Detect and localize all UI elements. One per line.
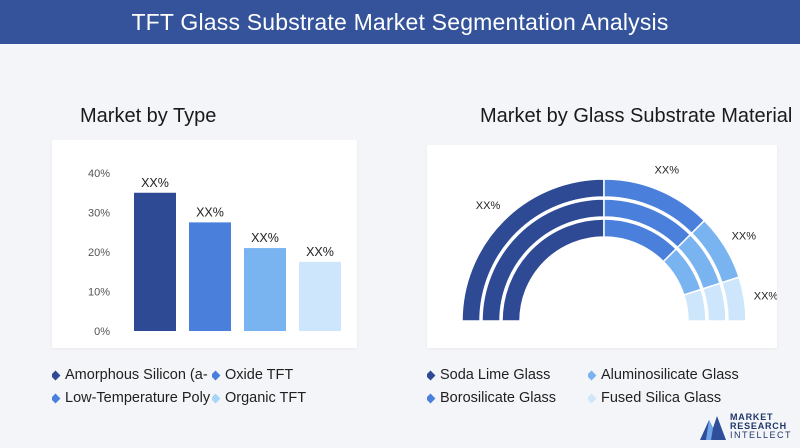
legend-item-type-1: Amorphous Silicon (a- [52,367,214,383]
bar-data-label: XX% [141,176,169,190]
legend-item-type-3: Low-Temperature Poly [52,390,214,406]
y-tick-label: 30% [88,208,110,220]
legend-label: Aluminosilicate Glass [601,367,739,383]
legend-label: Organic TFT [225,390,307,406]
bar [189,222,231,331]
legend-item-material-2: Aluminosilicate Glass [588,367,739,383]
legend-label: Amorphous Silicon (a- [65,367,208,383]
legend-item-type-2: Oxide TFT [212,367,293,383]
legend-swatch-icon [427,393,436,403]
legend-swatch-icon [52,370,61,380]
page-title-bar: TFT Glass Substrate Market Segmentation … [0,0,800,44]
legend-swatch-icon [588,393,597,403]
bar-data-label: XX% [306,245,334,259]
legend-swatch-icon [427,370,436,380]
y-tick-label: 40% [88,168,110,180]
donut-slice [720,276,747,322]
legend-label: Soda Lime Glass [440,367,551,383]
legend-label: Oxide TFT [225,367,294,383]
donut-data-label: XX% [476,200,501,212]
legend-swatch-icon [52,393,61,403]
donut-slice [682,288,707,322]
donut-chart-panel: XX% XX% XX% XX% [427,145,778,348]
right-section-title: Market by Glass Substrate Material [480,105,793,127]
bar [299,261,341,331]
donut-data-label: XX% [655,164,680,176]
half-donut-chart: XX% XX% XX% XX% [461,164,778,322]
legend-item-material-3: Borosilicate Glass [427,390,556,406]
legend-swatch-icon [588,370,597,380]
donut-data-label: XX% [732,230,757,242]
legend-swatch-icon [212,370,221,380]
y-tick-label: 20% [88,247,110,259]
y-tick-label: 0% [94,326,110,338]
left-section-title: Market by Type [80,105,217,127]
donut-data-label: XX% [754,290,777,302]
mountain-logo-icon [700,416,726,440]
bar-chart-panel: 0% 10% 20% 30% 40% XX% XX% XX% XX% [52,140,357,348]
donut-slice [701,282,727,322]
bar [244,248,286,331]
legend-label: Borosilicate Glass [440,390,557,406]
legend-label: Low-Temperature Poly [65,390,211,406]
legend-item-material-4: Fused Silica Glass [588,390,721,406]
bar [134,192,176,331]
legend-item-type-4: Organic TFT [212,390,306,406]
legend-swatch-icon [212,393,221,403]
brand-logo: MARKET RESEARCH INTELLECT [700,412,792,440]
y-tick-label: 10% [88,287,110,299]
bar-data-label: XX% [196,205,224,219]
logo-text: MARKET RESEARCH INTELLECT [730,411,793,440]
legend-item-material-1: Soda Lime Glass [427,367,550,383]
bar-data-label: XX% [251,231,279,245]
bar-chart: 0% 10% 20% 30% 40% XX% XX% XX% XX% [88,168,341,338]
legend-label: Fused Silica Glass [601,390,722,406]
page-title: TFT Glass Substrate Market Segmentation … [131,8,669,35]
